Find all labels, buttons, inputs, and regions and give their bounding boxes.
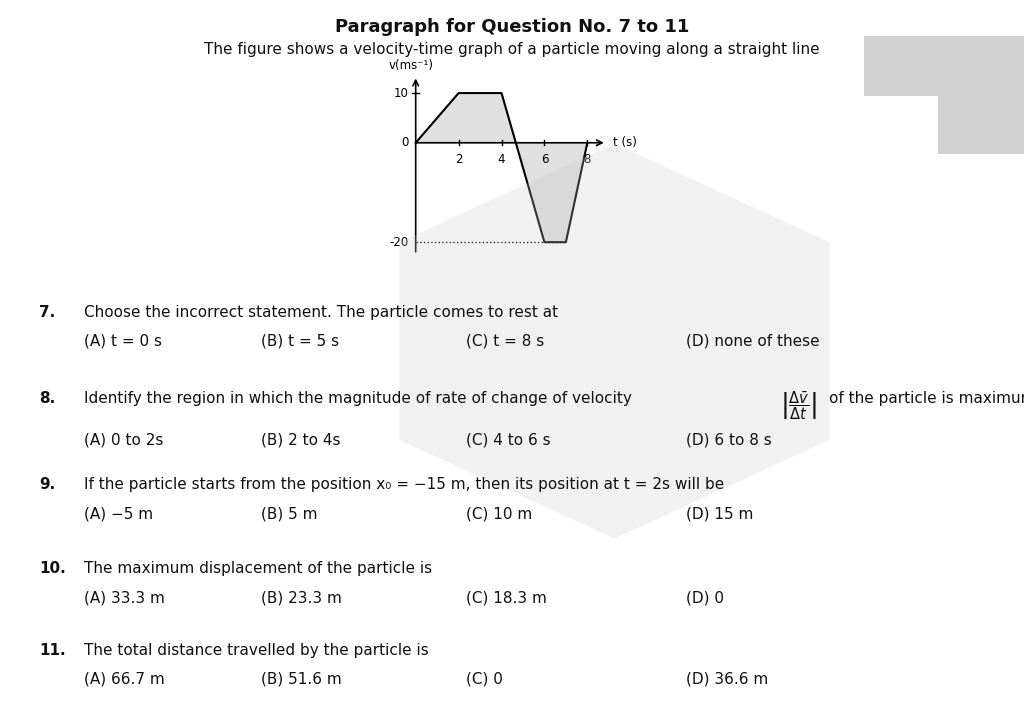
- Text: If the particle starts from the position x₀ = −15 m, then its position at t = 2s: If the particle starts from the position…: [84, 477, 724, 493]
- Text: (B) t = 5 s: (B) t = 5 s: [261, 334, 339, 349]
- Text: 9.: 9.: [39, 477, 55, 493]
- Text: (B) 23.3 m: (B) 23.3 m: [261, 590, 342, 605]
- Text: (D) 6 to 8 s: (D) 6 to 8 s: [686, 432, 772, 447]
- Text: 0: 0: [400, 136, 409, 149]
- Polygon shape: [416, 93, 588, 242]
- Text: (A) −5 m: (A) −5 m: [84, 506, 154, 521]
- Text: Paragraph for Question No. 7 to 11: Paragraph for Question No. 7 to 11: [335, 18, 689, 36]
- Text: The total distance travelled by the particle is: The total distance travelled by the part…: [84, 643, 429, 658]
- Text: 10.: 10.: [39, 561, 66, 577]
- Text: v(ms⁻¹): v(ms⁻¹): [389, 59, 434, 73]
- Text: (D) 0: (D) 0: [686, 590, 724, 605]
- Text: t (s): t (s): [613, 136, 637, 149]
- Text: 8.: 8.: [39, 391, 55, 406]
- Text: 6: 6: [541, 153, 548, 166]
- Text: (D) none of these: (D) none of these: [686, 334, 819, 349]
- Text: 4: 4: [498, 153, 505, 166]
- Text: (A) t = 0 s: (A) t = 0 s: [84, 334, 162, 349]
- Text: 7.: 7.: [39, 305, 55, 320]
- Text: (D) 15 m: (D) 15 m: [686, 506, 754, 521]
- Text: of the particle is maximum: of the particle is maximum: [829, 391, 1024, 406]
- Text: 2: 2: [455, 153, 463, 166]
- Text: 11.: 11.: [39, 643, 66, 658]
- Text: (C) 4 to 6 s: (C) 4 to 6 s: [466, 432, 551, 447]
- Text: (C) 18.3 m: (C) 18.3 m: [466, 590, 547, 605]
- Text: Identify the region in which the magnitude of rate of change of velocity: Identify the region in which the magnitu…: [84, 391, 632, 406]
- Text: (A) 33.3 m: (A) 33.3 m: [84, 590, 165, 605]
- Text: (A) 0 to 2s: (A) 0 to 2s: [84, 432, 164, 447]
- Text: (C) 0: (C) 0: [466, 671, 503, 686]
- Text: -20: -20: [389, 236, 409, 248]
- Text: 8: 8: [584, 153, 591, 166]
- Text: (B) 51.6 m: (B) 51.6 m: [261, 671, 342, 686]
- Text: (A) 66.7 m: (A) 66.7 m: [84, 671, 165, 686]
- Text: (B) 2 to 4s: (B) 2 to 4s: [261, 432, 341, 447]
- Text: (B) 5 m: (B) 5 m: [261, 506, 317, 521]
- Text: The figure shows a velocity-time graph of a particle moving along a straight lin: The figure shows a velocity-time graph o…: [204, 42, 820, 57]
- Text: The maximum displacement of the particle is: The maximum displacement of the particle…: [84, 561, 432, 577]
- Text: $\left|\dfrac{\Delta\bar{v}}{\Delta t}\right|$: $\left|\dfrac{\Delta\bar{v}}{\Delta t}\r…: [780, 389, 817, 421]
- Polygon shape: [399, 144, 829, 538]
- Polygon shape: [864, 36, 1024, 154]
- Text: 10: 10: [393, 87, 409, 100]
- Text: Choose the incorrect statement. The particle comes to rest at: Choose the incorrect statement. The part…: [84, 305, 558, 320]
- Text: (D) 36.6 m: (D) 36.6 m: [686, 671, 768, 686]
- Text: (C) t = 8 s: (C) t = 8 s: [466, 334, 544, 349]
- Text: (C) 10 m: (C) 10 m: [466, 506, 532, 521]
